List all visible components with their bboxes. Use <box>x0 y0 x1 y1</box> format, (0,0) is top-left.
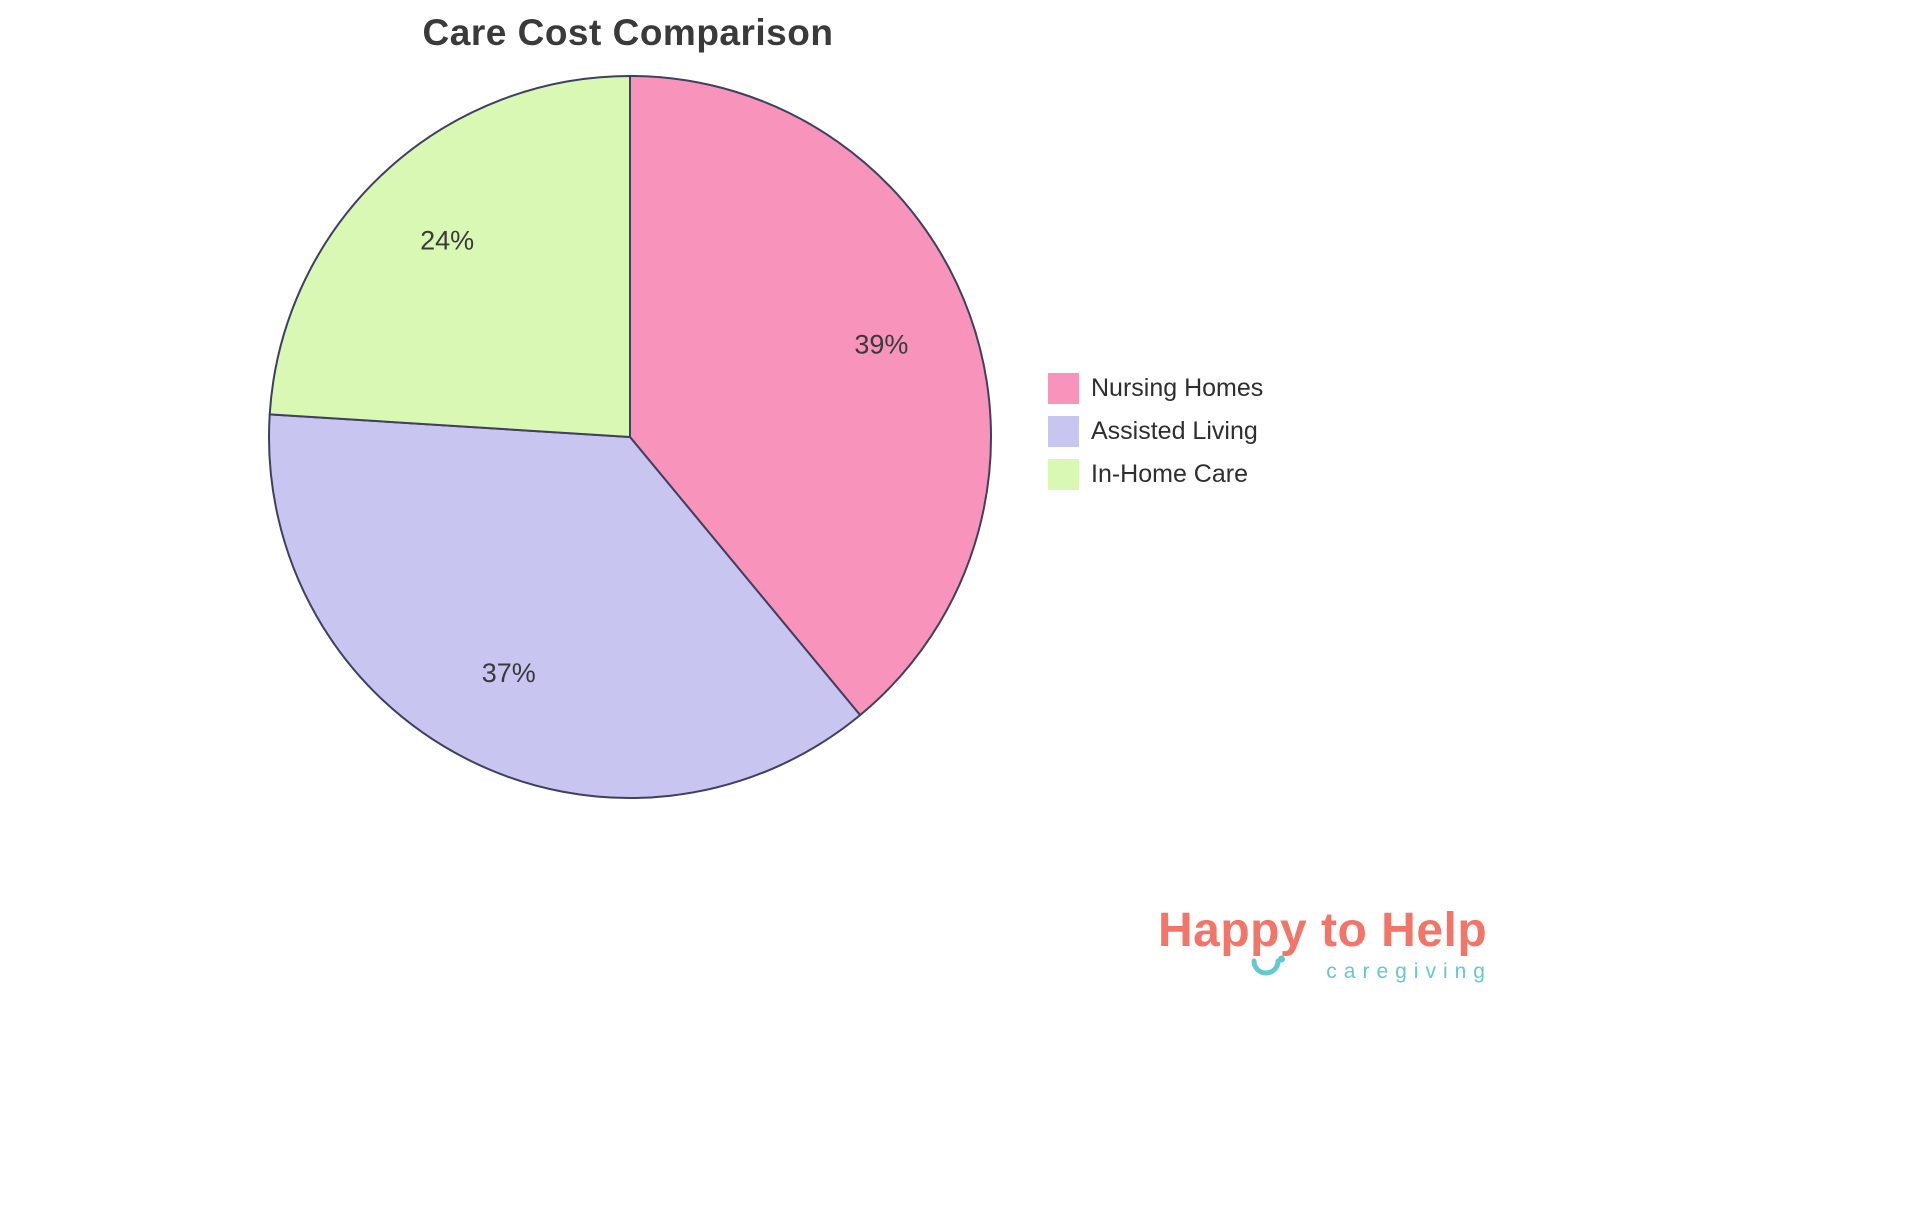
pie-slice-nursing-homes <box>629 75 992 717</box>
brand-logo: Happy to Help caregiving <box>1158 903 1550 984</box>
pie-chart: 39% 37% 24% <box>268 75 992 799</box>
legend-label: Assisted Living <box>1091 417 1258 445</box>
legend-swatch <box>1048 373 1079 404</box>
smile-icon <box>1251 955 1285 976</box>
legend-item: Assisted Living <box>1048 416 1263 447</box>
brand-name: Happy to Help <box>1158 904 1488 957</box>
legend-item: In-Home Care <box>1048 459 1263 490</box>
pie-slice-label: 39% <box>854 330 908 360</box>
pie-slice-assisted-living <box>268 413 862 799</box>
legend-item: Nursing Homes <box>1048 373 1263 404</box>
brand-tagline: caregiving <box>1326 960 1492 983</box>
legend-label: Nursing Homes <box>1091 374 1264 402</box>
pie-slice-label: 37% <box>482 658 536 688</box>
pie-slice-label: 24% <box>420 225 474 255</box>
legend-label: In-Home Care <box>1091 460 1248 488</box>
legend: Nursing Homes Assisted Living In-Home Care <box>1048 373 1263 502</box>
pie-slice-in-home-care <box>268 75 631 438</box>
chart-title: Care Cost Comparison <box>422 12 834 53</box>
legend-swatch <box>1048 459 1079 490</box>
legend-swatch <box>1048 416 1079 447</box>
